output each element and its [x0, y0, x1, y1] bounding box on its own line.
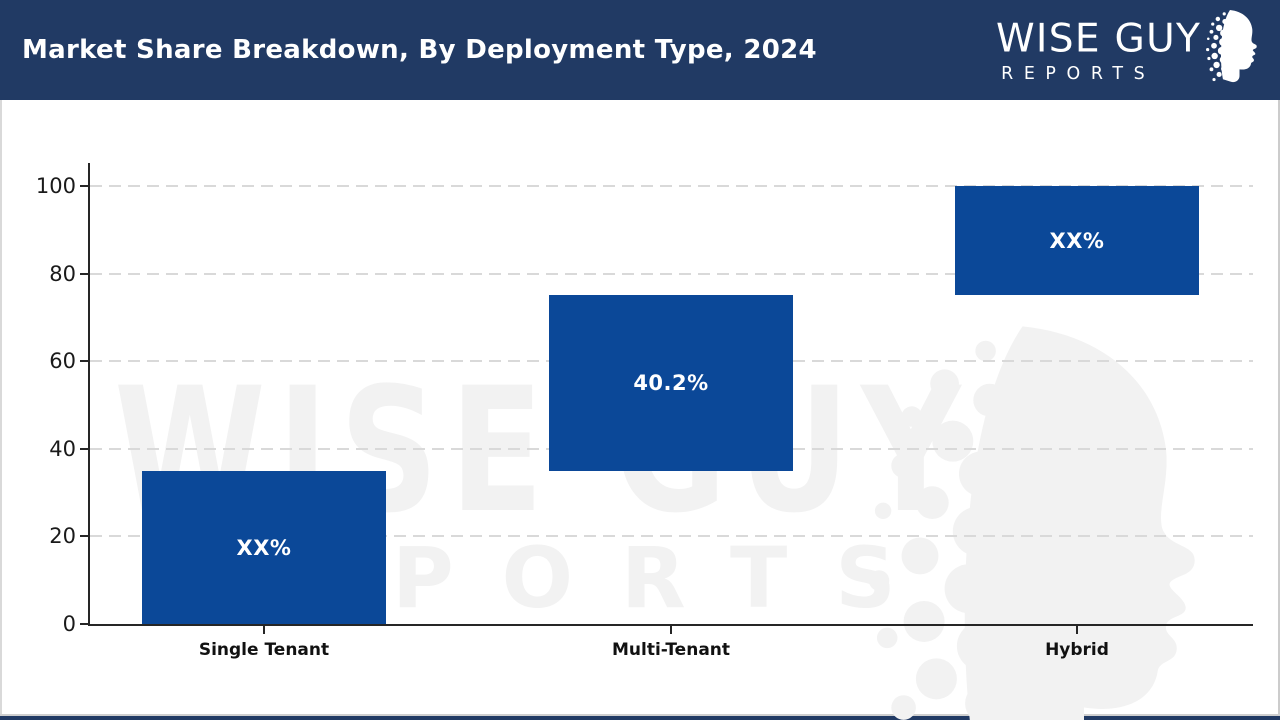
x-category-label-hybrid: Hybrid [1045, 640, 1109, 660]
bar-single-tenant: XX% [142, 471, 386, 624]
bar-multi-tenant: 40.2% [549, 295, 793, 472]
bar-label-single-tenant: XX% [236, 535, 292, 560]
y-tick-label-60: 60 [49, 349, 76, 374]
x-category-label-multi-tenant: Multi-Tenant [611, 640, 731, 660]
y-tick-mark-0 [80, 623, 88, 625]
header-bar: Market Share Breakdown, By Deployment Ty… [0, 0, 1280, 100]
y-tick-mark-60 [80, 360, 88, 363]
x-category-label-single-tenant: Single Tenant [198, 640, 330, 660]
y-tick-label-20: 20 [49, 524, 76, 549]
bar-label-multi-tenant: 40.2% [633, 371, 709, 396]
y-tick-mark-80 [80, 272, 88, 275]
page-title: Market Share Breakdown, By Deployment Ty… [22, 35, 817, 65]
logo-wordmark: WISE GUY [996, 17, 1201, 62]
bar-label-hybrid: XX% [1049, 228, 1105, 253]
y-tick-mark-100 [80, 185, 88, 187]
gridline-20 [90, 535, 1253, 538]
y-tick-mark-20 [80, 535, 88, 538]
gridline-100 [90, 185, 1253, 187]
y-tick-label-100: 100 [35, 174, 76, 198]
bar-hybrid: XX% [955, 186, 1199, 296]
y-tick-label-80: 80 [49, 261, 76, 286]
y-tick-label-40: 40 [49, 436, 76, 461]
footer-bar [0, 714, 1280, 720]
wise-guy-reports-logo: WISE GUY REPORTS [996, 10, 1257, 84]
y-axis-line [88, 163, 90, 626]
y-tick-mark-40 [80, 447, 88, 450]
x-tick-mark-hybrid [1076, 626, 1078, 634]
x-axis-line [88, 624, 1253, 626]
logo-subtext: REPORTS [1001, 64, 1155, 84]
y-tick-label-0: 0 [62, 612, 76, 636]
x-tick-mark-multi-tenant [670, 626, 672, 634]
gridline-80 [90, 272, 1253, 275]
x-tick-mark-single-tenant [263, 626, 265, 634]
